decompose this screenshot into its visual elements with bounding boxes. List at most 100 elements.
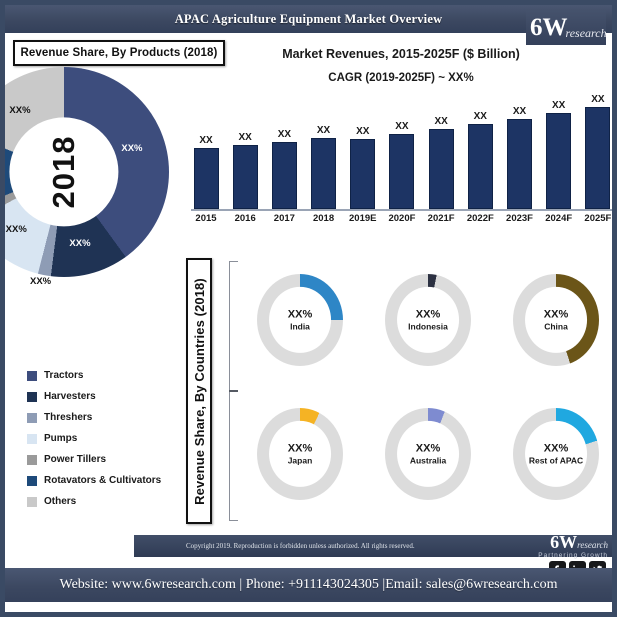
country-donut-text: XX% Indonesia — [385, 309, 471, 332]
country-donut-hole — [525, 286, 587, 354]
country-donut-text: XX% India — [257, 309, 343, 332]
products-section-label: Revenue Share, By Products (2018) — [13, 40, 225, 66]
bar-category-label: 2015 — [195, 213, 217, 224]
legend-swatch-icon — [27, 433, 37, 444]
legend-item-label: Pumps — [44, 433, 78, 444]
bar-column: XX — [505, 91, 535, 209]
bar-rect — [546, 112, 572, 209]
country-donut-cell: XX% Japan — [245, 391, 355, 517]
legend-item: Power Tillers — [27, 449, 187, 470]
country-name-label: Rest of APAC — [528, 455, 584, 466]
products-legend: Tractors Harvesters Threshers Pumps Power Ti… — [27, 365, 187, 512]
country-donut-text: XX% Rest of APAC — [513, 443, 599, 466]
bar-value-label: XX — [473, 111, 487, 123]
legend-item-label: Power Tillers — [44, 454, 107, 465]
country-donut-text: XX% China — [513, 309, 599, 332]
country-donut-hole — [269, 420, 331, 488]
countries-section-label: Revenue Share, By Countries (2018) — [186, 258, 212, 524]
bar-rect — [311, 138, 337, 209]
country-donut-ring: XX% India — [257, 274, 343, 366]
brand-tagline: Partnering Growth — [538, 552, 608, 559]
title-bar: APAC Agriculture Equipment Market Overvi… — [5, 5, 612, 33]
bar-value-label: XX — [277, 129, 292, 141]
products-segment-value: XX% — [121, 143, 143, 155]
brand-logo-bottom-mark: 6W — [550, 532, 578, 552]
products-section-label-text: Revenue Share, By Products (2018) — [20, 47, 218, 59]
bar-rect — [232, 145, 258, 209]
country-donut-cell: XX% Australia — [373, 391, 483, 517]
legend-swatch-icon — [27, 454, 37, 465]
bar-value-label: XX — [395, 121, 409, 133]
country-percent-label: XX% — [415, 308, 441, 321]
legend-item: Others — [27, 491, 187, 512]
country-percent-label: XX% — [543, 442, 569, 455]
products-segment-value: XX% — [5, 224, 27, 236]
revenue-chart-subtitle: CAGR (2019-2025F) ~ XX% — [328, 72, 474, 84]
brand-logo-bottom: 6Wresearch Partnering Growth — [538, 533, 608, 560]
bar-category-label: 2024F — [545, 213, 573, 224]
country-donut-hole — [269, 286, 331, 354]
bar-value-label: XX — [552, 99, 566, 111]
legend-item: Tractors — [27, 365, 187, 386]
bar-value-label: XX — [591, 93, 605, 105]
products-donut-year: 2018 — [46, 135, 81, 209]
bar-column: XX — [191, 91, 221, 209]
footer-contact-text: Website: www.6wresearch.com | Phone: +91… — [59, 577, 558, 592]
legend-item-label: Tractors — [44, 370, 84, 381]
country-percent-label: XX% — [287, 308, 313, 321]
bar-category-label: 2022F — [466, 213, 494, 224]
country-name-label: India — [290, 321, 310, 332]
bar-rect — [428, 129, 454, 209]
legend-item-label: Rotavators & Cultivators — [44, 475, 162, 486]
bar-column: XX — [269, 91, 299, 209]
country-donut-cell: XX% China — [501, 257, 611, 383]
country-percent-label: XX% — [287, 442, 313, 455]
legend-swatch-icon — [27, 370, 37, 381]
bar-column: XX — [583, 91, 612, 209]
brand-logo-mark: 6W — [530, 13, 568, 41]
legend-item: Threshers — [27, 407, 187, 428]
bar-value-label: XX — [199, 135, 213, 147]
bar-category-label: 2017 — [273, 213, 295, 224]
products-donut-chart: 2018 — [5, 67, 169, 277]
footer-contact-bar: Website: www.6wresearch.com | Phone: +91… — [5, 568, 612, 602]
countries-donut-grid: XX% India XX% Indonesia XX% China XX% Japan XX% A… — [245, 257, 612, 523]
country-name-label: Australia — [409, 455, 447, 466]
country-donut-hole — [397, 286, 459, 354]
bar-column: XX — [465, 91, 495, 209]
bar-column: XX — [348, 91, 378, 209]
legend-item-label: Harvesters — [44, 391, 96, 402]
legend-swatch-icon — [27, 475, 37, 486]
revenue-bar-chart: XX XX XX XX XX XX XX XX XX XX XX — [191, 91, 612, 209]
bar-value-label: XX — [356, 126, 370, 138]
products-segment-value: XX% — [9, 104, 31, 116]
revenue-chart-title: Market Revenues, 2015-2025F ($ Billion) — [282, 47, 520, 61]
country-donut-text: XX% Australia — [385, 443, 471, 466]
legend-item: Harvesters — [27, 386, 187, 407]
bar-value-label: XX — [316, 125, 331, 137]
legend-swatch-icon — [27, 496, 37, 507]
bar-category-label: 2019E — [349, 213, 377, 224]
country-donut-hole — [525, 420, 587, 488]
bar-category-label: 2018 — [312, 213, 335, 224]
legend-item-label: Threshers — [44, 412, 93, 423]
bar-rect — [271, 142, 297, 209]
bar-rect — [507, 118, 532, 209]
country-donut-ring: XX% Japan — [257, 408, 343, 500]
bar-category-label: 2023F — [506, 213, 533, 224]
countries-bracket-midtick — [229, 390, 238, 392]
products-segment-value: XX% — [69, 237, 91, 249]
countries-section-label-text: Revenue Share, By Countries (2018) — [191, 277, 207, 505]
bar-value-label: XX — [238, 132, 252, 144]
brand-logo-word: research — [565, 26, 607, 40]
bar-column: XX — [230, 91, 260, 209]
country-name-label: Indonesia — [408, 321, 448, 332]
bar-rect — [350, 139, 376, 209]
country-donut-cell: XX% Rest of APAC — [501, 391, 611, 517]
legend-item: Pumps — [27, 428, 187, 449]
bar-rect — [585, 106, 611, 209]
bar-column: XX — [426, 91, 456, 209]
country-donut-ring: XX% Australia — [385, 408, 471, 500]
country-name-label: Japan — [287, 455, 313, 466]
